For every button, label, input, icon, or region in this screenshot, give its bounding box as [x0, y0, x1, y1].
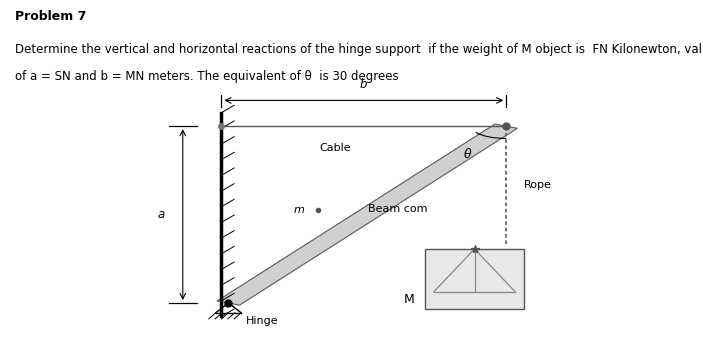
Polygon shape	[217, 124, 517, 305]
Text: a: a	[158, 208, 165, 221]
Text: b: b	[360, 77, 368, 91]
Text: Hinge: Hinge	[246, 316, 278, 326]
Text: M: M	[404, 293, 415, 306]
Bar	[425, 249, 524, 309]
Text: m: m	[294, 206, 304, 216]
Text: θ: θ	[464, 148, 471, 161]
Text: Beam com: Beam com	[368, 204, 427, 214]
Text: of a = SN and b = MN meters. The equivalent of θ  is 30 degrees: of a = SN and b = MN meters. The equival…	[15, 70, 399, 83]
Text: Problem 7: Problem 7	[15, 10, 87, 23]
Text: Rope: Rope	[524, 180, 552, 190]
Text: Determine the vertical and horizontal reactions of the hinge support  if the wei: Determine the vertical and horizontal re…	[15, 43, 703, 56]
Text: Cable: Cable	[320, 143, 352, 153]
